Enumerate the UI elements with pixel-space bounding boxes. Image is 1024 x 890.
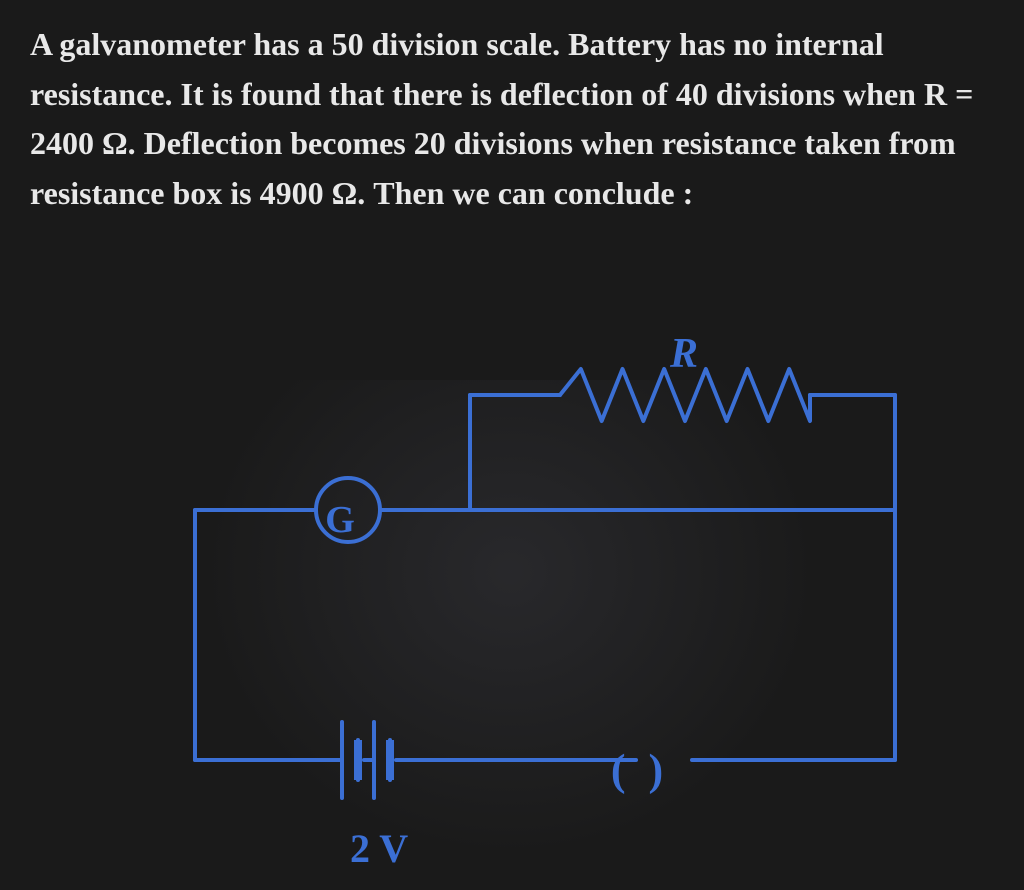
- galvanometer-label: G: [325, 498, 355, 542]
- question-text: A galvanometer has a 50 division scale. …: [0, 0, 1024, 228]
- circuit-diagram: R G 2 V ( ): [0, 300, 1024, 890]
- battery-label: 2 V: [350, 825, 408, 872]
- switch-label: ( ): [611, 745, 669, 796]
- circuit-svg: [0, 300, 1024, 890]
- resistor-label: R: [670, 330, 698, 378]
